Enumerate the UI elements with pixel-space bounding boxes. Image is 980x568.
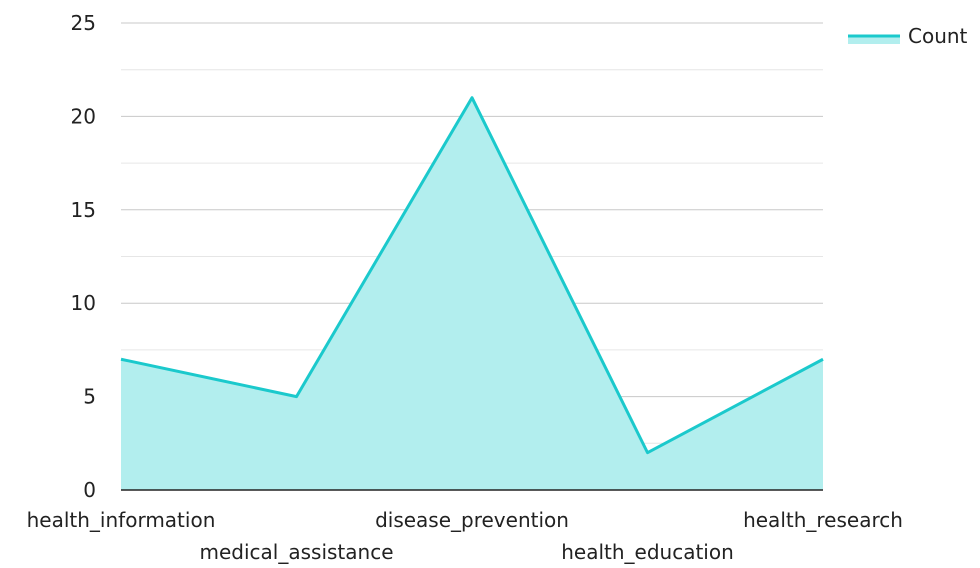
series-line: [120, 96, 824, 455]
series-area-fill: [121, 97, 823, 490]
y-tick-label: 20: [71, 104, 96, 128]
x-tick-label: health_education: [561, 540, 734, 564]
series-area: [120, 96, 824, 490]
y-tick-label: 15: [71, 198, 96, 222]
y-tick-label: 5: [83, 385, 96, 409]
y-tick-label: 10: [71, 291, 96, 315]
x-tick-label: medical_assistance: [200, 540, 394, 564]
axes: 0 5 10 15 20 25 health_information medical_assi…: [27, 11, 903, 564]
y-tick-label: 25: [71, 11, 96, 35]
x-tick-label: health_research: [743, 508, 903, 532]
x-tick-label: disease_prevention: [375, 508, 569, 532]
legend[interactable]: Count: [848, 24, 968, 48]
legend-swatch-fill: [848, 36, 900, 44]
x-tick-label: health_information: [27, 508, 216, 532]
legend-label: Count: [908, 24, 968, 48]
y-tick-label: 0: [83, 478, 96, 502]
